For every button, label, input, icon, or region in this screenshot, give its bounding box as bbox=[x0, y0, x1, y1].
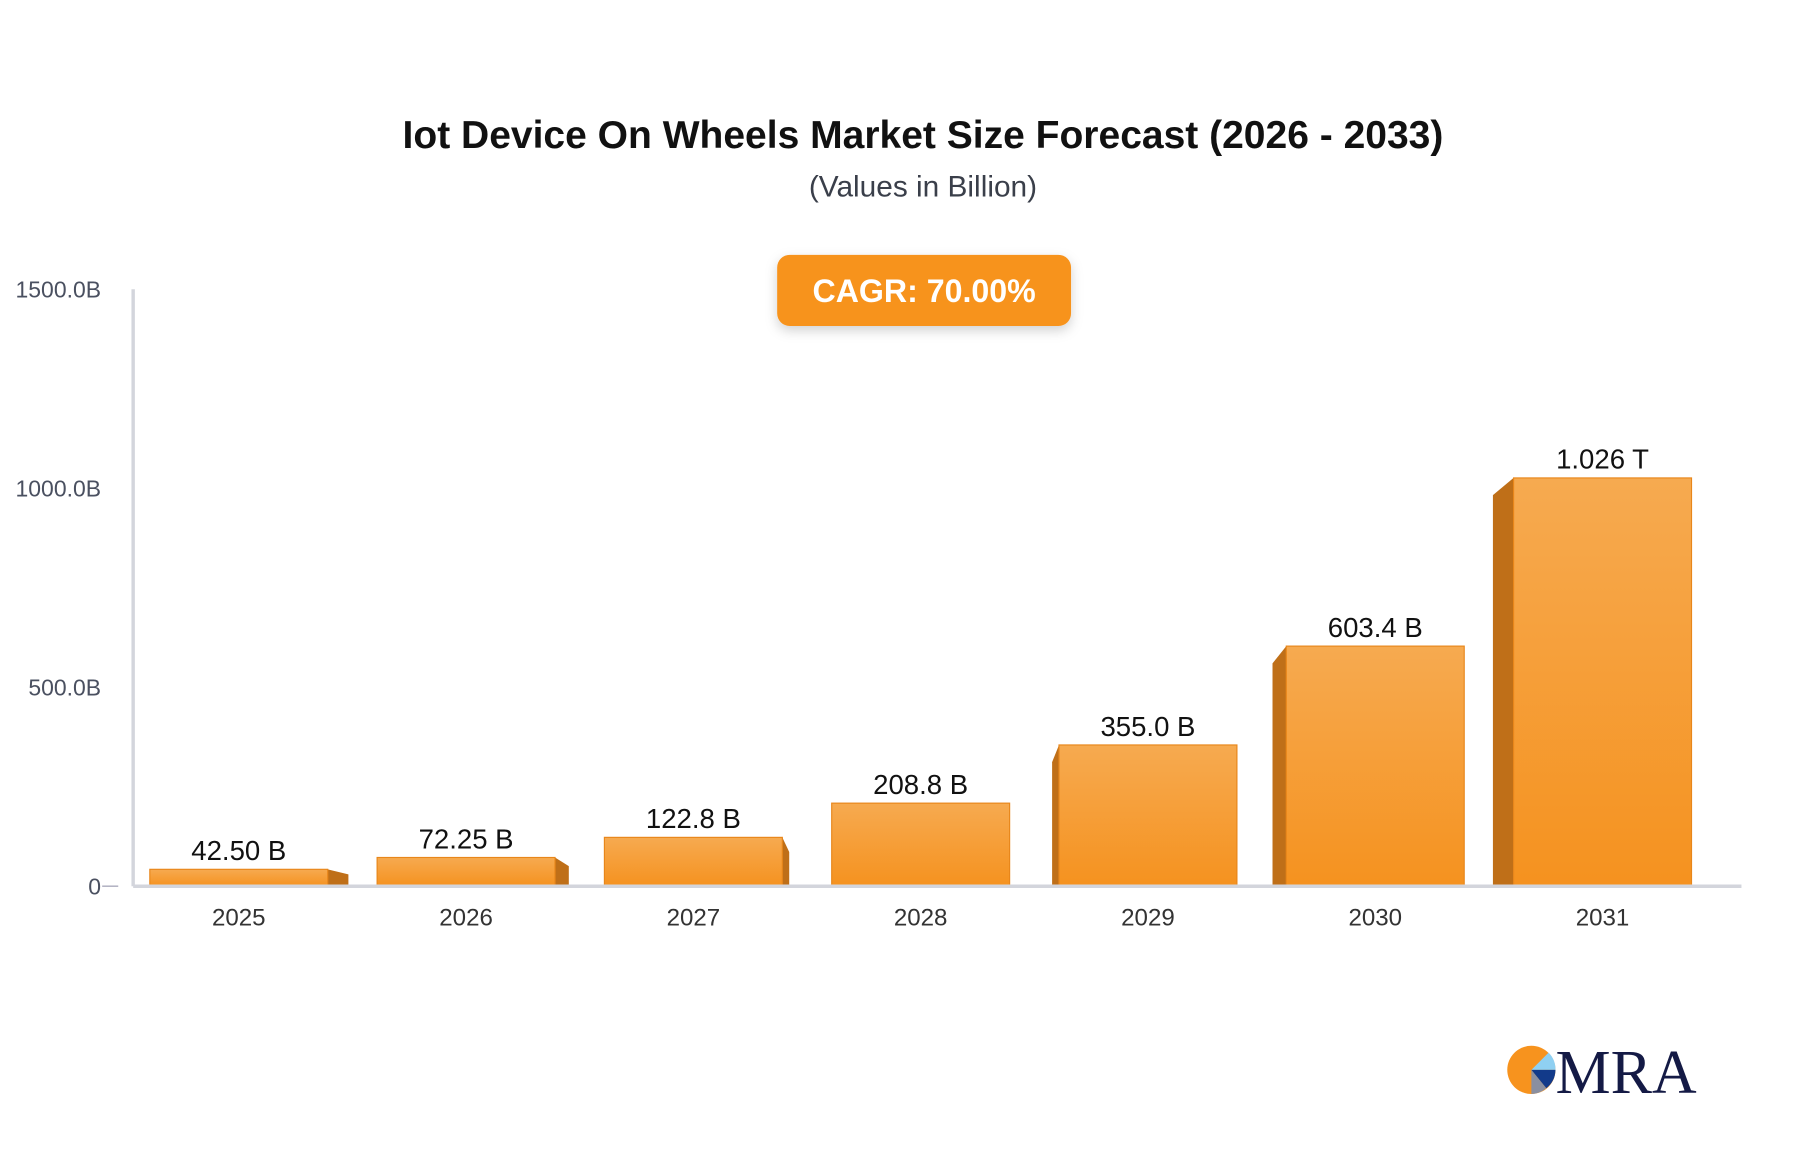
bar bbox=[149, 868, 329, 887]
cagr-badge-text: CAGR: 70.00% bbox=[813, 273, 1036, 309]
y-tick-label: 1000.0B bbox=[16, 475, 101, 501]
data-label: 208.8 B bbox=[873, 769, 968, 800]
bar bbox=[831, 802, 1011, 887]
bar-side bbox=[1052, 744, 1059, 887]
data-label: 603.4 B bbox=[1328, 612, 1423, 643]
y-tick-label: 0 bbox=[88, 873, 101, 899]
data-label: 122.8 B bbox=[646, 803, 741, 834]
bar-side bbox=[782, 837, 790, 887]
data-label: 1.026 T bbox=[1556, 444, 1649, 475]
x-tick-label: 2031 bbox=[1576, 904, 1630, 931]
logo-text: MRA bbox=[1555, 1039, 1696, 1107]
data-label: 72.25 B bbox=[419, 823, 514, 854]
bar-group: 1.026 T bbox=[1492, 444, 1693, 887]
bar bbox=[1058, 744, 1238, 887]
y-axis: 0 500.0B 1000.0B 1500.0B bbox=[16, 276, 135, 899]
bar-side bbox=[555, 857, 569, 887]
mra-logo: MRA bbox=[1507, 1039, 1697, 1107]
x-tick-label: 2025 bbox=[212, 904, 266, 931]
cagr-badge-bg bbox=[777, 254, 1072, 327]
x-tick-label: 2028 bbox=[894, 904, 948, 931]
bar bbox=[1513, 477, 1693, 887]
chart-title: Iot Device On Wheels Market Size Forecas… bbox=[403, 114, 1444, 157]
x-tick-label: 2029 bbox=[1121, 904, 1175, 931]
bar bbox=[603, 836, 783, 887]
bar-group: 122.8 B bbox=[603, 803, 790, 887]
x-tick-label: 2030 bbox=[1348, 904, 1402, 931]
bar bbox=[376, 856, 556, 887]
y-tick-label: 1500.0B bbox=[16, 276, 101, 302]
bar-group: 42.50 B bbox=[149, 835, 349, 887]
x-tick-label: 2027 bbox=[667, 904, 721, 931]
bar-group: 603.4 B bbox=[1272, 612, 1465, 887]
bars: 42.50 B 72.25 B 122.8 B 208.8 B 355.0 B 603.4… bbox=[149, 444, 1693, 887]
bar-group: 355.0 B bbox=[1052, 711, 1238, 887]
bar bbox=[1285, 645, 1465, 887]
y-tick-label: 500.0B bbox=[28, 674, 101, 700]
x-tick-label: 2026 bbox=[439, 904, 493, 931]
x-axis: 2025 2026 2027 2028 2029 2030 2031 bbox=[133, 884, 1742, 931]
bar-group: 208.8 B bbox=[831, 769, 1011, 887]
bar-side bbox=[1272, 646, 1287, 887]
data-label: 355.0 B bbox=[1100, 711, 1195, 742]
cagr-badge: CAGR: 70.00% bbox=[777, 254, 1072, 327]
bar-side bbox=[1492, 477, 1514, 887]
data-label: 42.50 B bbox=[191, 835, 286, 866]
chart-subtitle: (Values in Billion) bbox=[809, 170, 1037, 203]
bar-side bbox=[327, 869, 349, 887]
bar-group: 72.25 B bbox=[376, 823, 569, 887]
